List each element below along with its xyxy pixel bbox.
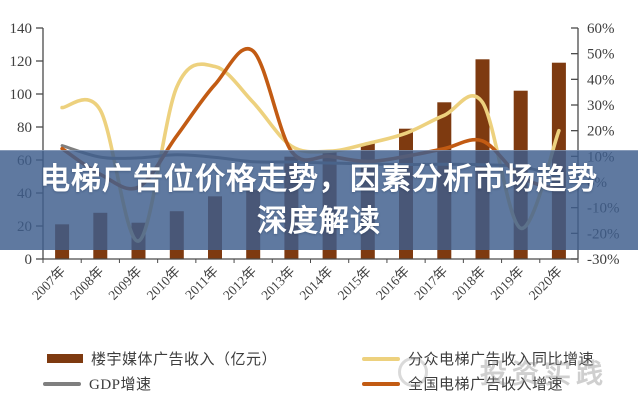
left-tick-label: 80 [17,120,32,136]
legend-label: 楼宇媒体广告收入（亿元） [91,352,278,368]
legend-label: 分众电梯广告收入同比增速 [408,352,595,368]
legend-swatch [362,381,400,386]
x-label-2009年: 2009年 [105,264,144,303]
right-tick-label: -30% [587,252,620,268]
right-tick-label: 20% [587,124,615,140]
x-label-2014年: 2014年 [296,264,335,303]
banner-title-line2: 深度解读 [257,204,381,238]
legend-swatch [43,381,81,386]
x-label-2010年: 2010年 [144,264,183,303]
legend-swatch [47,354,83,363]
x-label-2011年: 2011年 [182,264,221,303]
x-label-2020年: 2020年 [526,264,565,303]
x-label-2019年: 2019年 [488,264,527,303]
x-label-2015年: 2015年 [335,264,374,303]
left-tick-label: 120 [10,54,33,70]
x-axis-ticks [42,259,579,263]
title-banner: 电梯广告位价格走势，因素分析市场趋势 深度解读 [0,150,638,250]
legend-item-楼宇媒体广告收入（亿元）: 楼宇媒体广告收入（亿元） [47,348,277,369]
x-label-2012年: 2012年 [220,264,259,303]
x-label-2007年: 2007年 [29,264,68,303]
x-label-2017年: 2017年 [411,264,450,303]
left-tick-label: 0 [25,252,33,268]
x-label-2018年: 2018年 [449,264,488,303]
legend-item-分众电梯广告收入同比增速: 分众电梯广告收入同比增速 [362,348,594,369]
legend-label: GDP增速 [89,377,152,393]
legend-label: 全国电梯广告收入增速 [408,377,564,393]
legend-item-全国电梯广告收入增速: 全国电梯广告收入增速 [362,373,563,394]
left-tick-label: 140 [10,21,33,37]
left-tick-label: 100 [10,87,33,103]
x-label-2008年: 2008年 [67,264,106,303]
x-label-2016年: 2016年 [373,264,412,303]
banner-title-line1: 电梯广告位价格走势，因素分析市场趋势 [40,162,598,196]
x-label-2013年: 2013年 [258,264,297,303]
right-tick-label: 30% [587,98,615,114]
right-tick-label: 50% [587,47,615,63]
legend-swatch [362,356,400,361]
right-tick-label: 40% [587,72,615,88]
legend-item-GDP增速: GDP增速 [43,373,152,394]
right-tick-label: 60% [587,21,615,37]
